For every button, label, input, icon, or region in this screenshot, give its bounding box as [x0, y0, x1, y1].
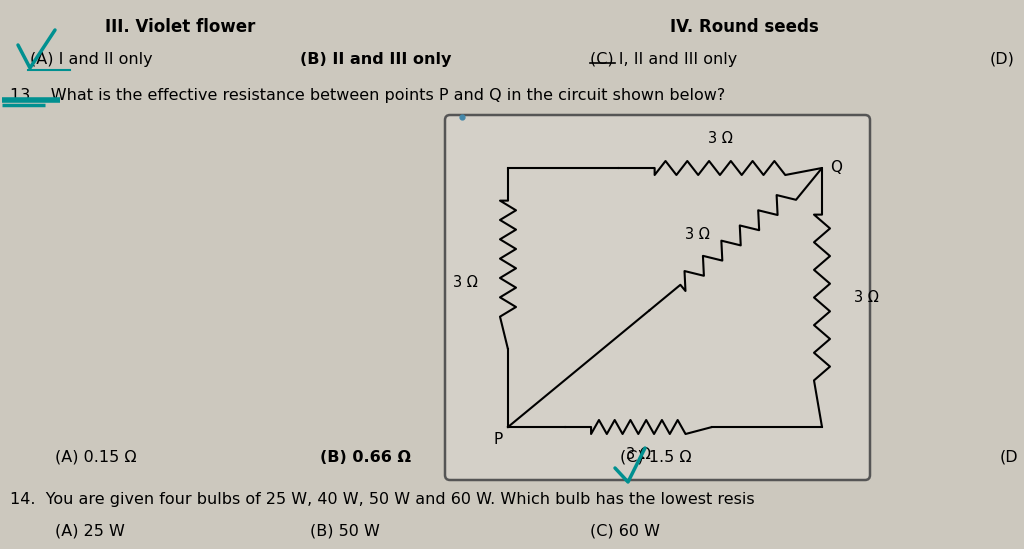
Text: (A) 25 W: (A) 25 W — [55, 523, 125, 538]
Text: (C) 1.5 Ω: (C) 1.5 Ω — [620, 450, 691, 465]
Text: (B) 50 W: (B) 50 W — [310, 523, 380, 538]
Text: 3 Ω: 3 Ω — [454, 275, 478, 290]
Text: 3 Ω: 3 Ω — [708, 131, 732, 146]
Text: (B) II and III only: (B) II and III only — [300, 52, 452, 67]
Text: 3 Ω: 3 Ω — [854, 290, 879, 305]
Text: (D): (D) — [990, 52, 1015, 67]
FancyBboxPatch shape — [445, 115, 870, 480]
Text: 14.  You are given four bulbs of 25 W, 40 W, 50 W and 60 W. Which bulb has the l: 14. You are given four bulbs of 25 W, 40… — [10, 492, 755, 507]
Text: (A) 0.15 Ω: (A) 0.15 Ω — [55, 450, 136, 465]
Text: (A) I and II only: (A) I and II only — [30, 52, 153, 67]
Text: (D: (D — [1000, 450, 1019, 465]
Text: 3 Ω: 3 Ω — [685, 227, 710, 242]
Text: 13.   What is the effective resistance between points P and Q in the circuit sho: 13. What is the effective resistance bet… — [10, 88, 725, 103]
Text: III. Violet flower: III. Violet flower — [105, 18, 255, 36]
Text: Q: Q — [830, 160, 842, 176]
Text: (B) 0.66 Ω: (B) 0.66 Ω — [319, 450, 411, 465]
Text: 3 Ω: 3 Ω — [626, 447, 650, 462]
Text: (C) 60 W: (C) 60 W — [590, 523, 660, 538]
Text: (C) I, II and III only: (C) I, II and III only — [590, 52, 737, 67]
Text: P: P — [494, 432, 503, 447]
Text: IV. Round seeds: IV. Round seeds — [670, 18, 819, 36]
